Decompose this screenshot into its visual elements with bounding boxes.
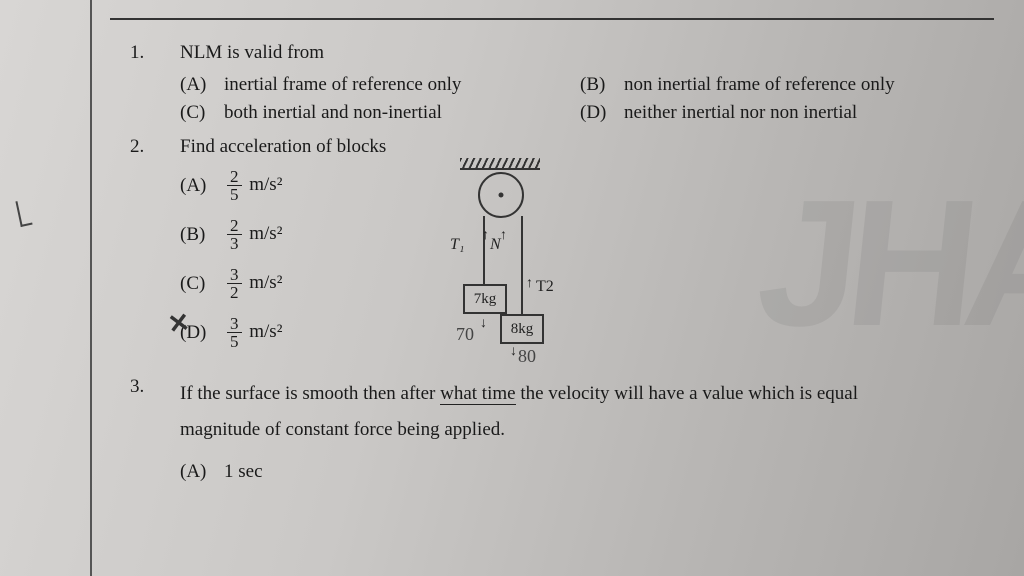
q3-underlined: what time — [440, 383, 515, 405]
option-value: 32 m/s² — [224, 266, 282, 301]
string-left — [483, 216, 485, 286]
arrow-up-icon: ↑ — [526, 276, 533, 292]
q2-option-d: ✕ (D) 35 m/s² — [180, 315, 350, 350]
option-text: inertial frame of reference only — [224, 74, 461, 96]
weight-80: 80 — [518, 346, 536, 367]
option-letter: (B) — [180, 224, 224, 246]
block-7kg: 7kg — [463, 284, 507, 314]
arrow-up-icon: ↑ — [482, 228, 489, 244]
q1-option-b: (B) non inertial frame of reference only — [580, 74, 970, 96]
q3-option-a: (A) 1 sec — [180, 454, 970, 490]
block-8kg: 8kg — [500, 314, 544, 344]
question-1: 1. NLM is valid from (A) inertial frame … — [130, 42, 970, 124]
pulley-icon — [478, 172, 524, 218]
q1-option-c: (C) both inertial and non-inertial — [180, 102, 570, 124]
q1-text: NLM is valid from — [180, 42, 970, 64]
option-text: neither inertial nor non inertial — [624, 102, 857, 124]
question-2: 2. Find acceleration of blocks (A) 25 m/… — [130, 136, 970, 368]
arrow-down-icon: ↓ — [510, 344, 517, 360]
option-text: 1 sec — [224, 454, 263, 490]
string-right — [521, 216, 523, 316]
q3-text-line2: magnitude of constant force being applie… — [180, 412, 970, 448]
option-value: 25 m/s² — [224, 168, 282, 203]
pulley-diagram: ↑ ↑ T₁ N 7kg ↑ T2 8kg ↓ 70 ↓ 80 — [390, 158, 610, 368]
arrow-up-icon: ↑ — [500, 228, 507, 244]
q2-option-a: (A) 25 m/s² — [180, 168, 350, 203]
q2-text: Find acceleration of blocks — [180, 136, 970, 158]
label-t2: T2 — [536, 278, 554, 296]
q1-option-d: (D) neither inertial nor non inertial — [580, 102, 970, 124]
option-letter: (C) — [180, 102, 224, 124]
q1-option-a: (A) inertial frame of reference only — [180, 74, 570, 96]
page-content: 1. NLM is valid from (A) inertial frame … — [100, 0, 1000, 576]
question-3: 3. If the surface is smooth then after w… — [130, 376, 970, 490]
pen-mark — [15, 199, 32, 227]
option-letter: (C) — [180, 273, 224, 295]
q2-option-c: (C) 32 m/s² — [180, 266, 350, 301]
option-letter: (D) — [580, 102, 624, 124]
option-letter: (A) — [180, 175, 224, 197]
option-letter: (A) — [180, 74, 224, 96]
ceiling-icon — [460, 158, 540, 170]
q3-number: 3. — [130, 376, 180, 490]
q3-text-part1: If the surface is smooth then after — [180, 383, 440, 404]
option-letter: (B) — [580, 74, 624, 96]
option-text: non inertial frame of reference only — [624, 74, 895, 96]
option-value: 35 m/s² — [224, 315, 282, 350]
arrow-down-icon: ↓ — [480, 316, 487, 332]
option-value: 23 m/s² — [224, 217, 282, 252]
label-n: N — [490, 236, 501, 254]
q3-text-part2: the velocity will have a value which is … — [516, 383, 858, 404]
label-t1: T₁ — [450, 236, 464, 254]
q2-option-b: (B) 23 m/s² — [180, 217, 350, 252]
left-margin-rule — [90, 0, 92, 576]
option-text: both inertial and non-inertial — [224, 102, 442, 124]
weight-70: 70 — [456, 324, 474, 345]
strike-mark-icon: ✕ — [166, 308, 192, 341]
option-letter: (A) — [180, 454, 224, 490]
q1-number: 1. — [130, 42, 180, 124]
